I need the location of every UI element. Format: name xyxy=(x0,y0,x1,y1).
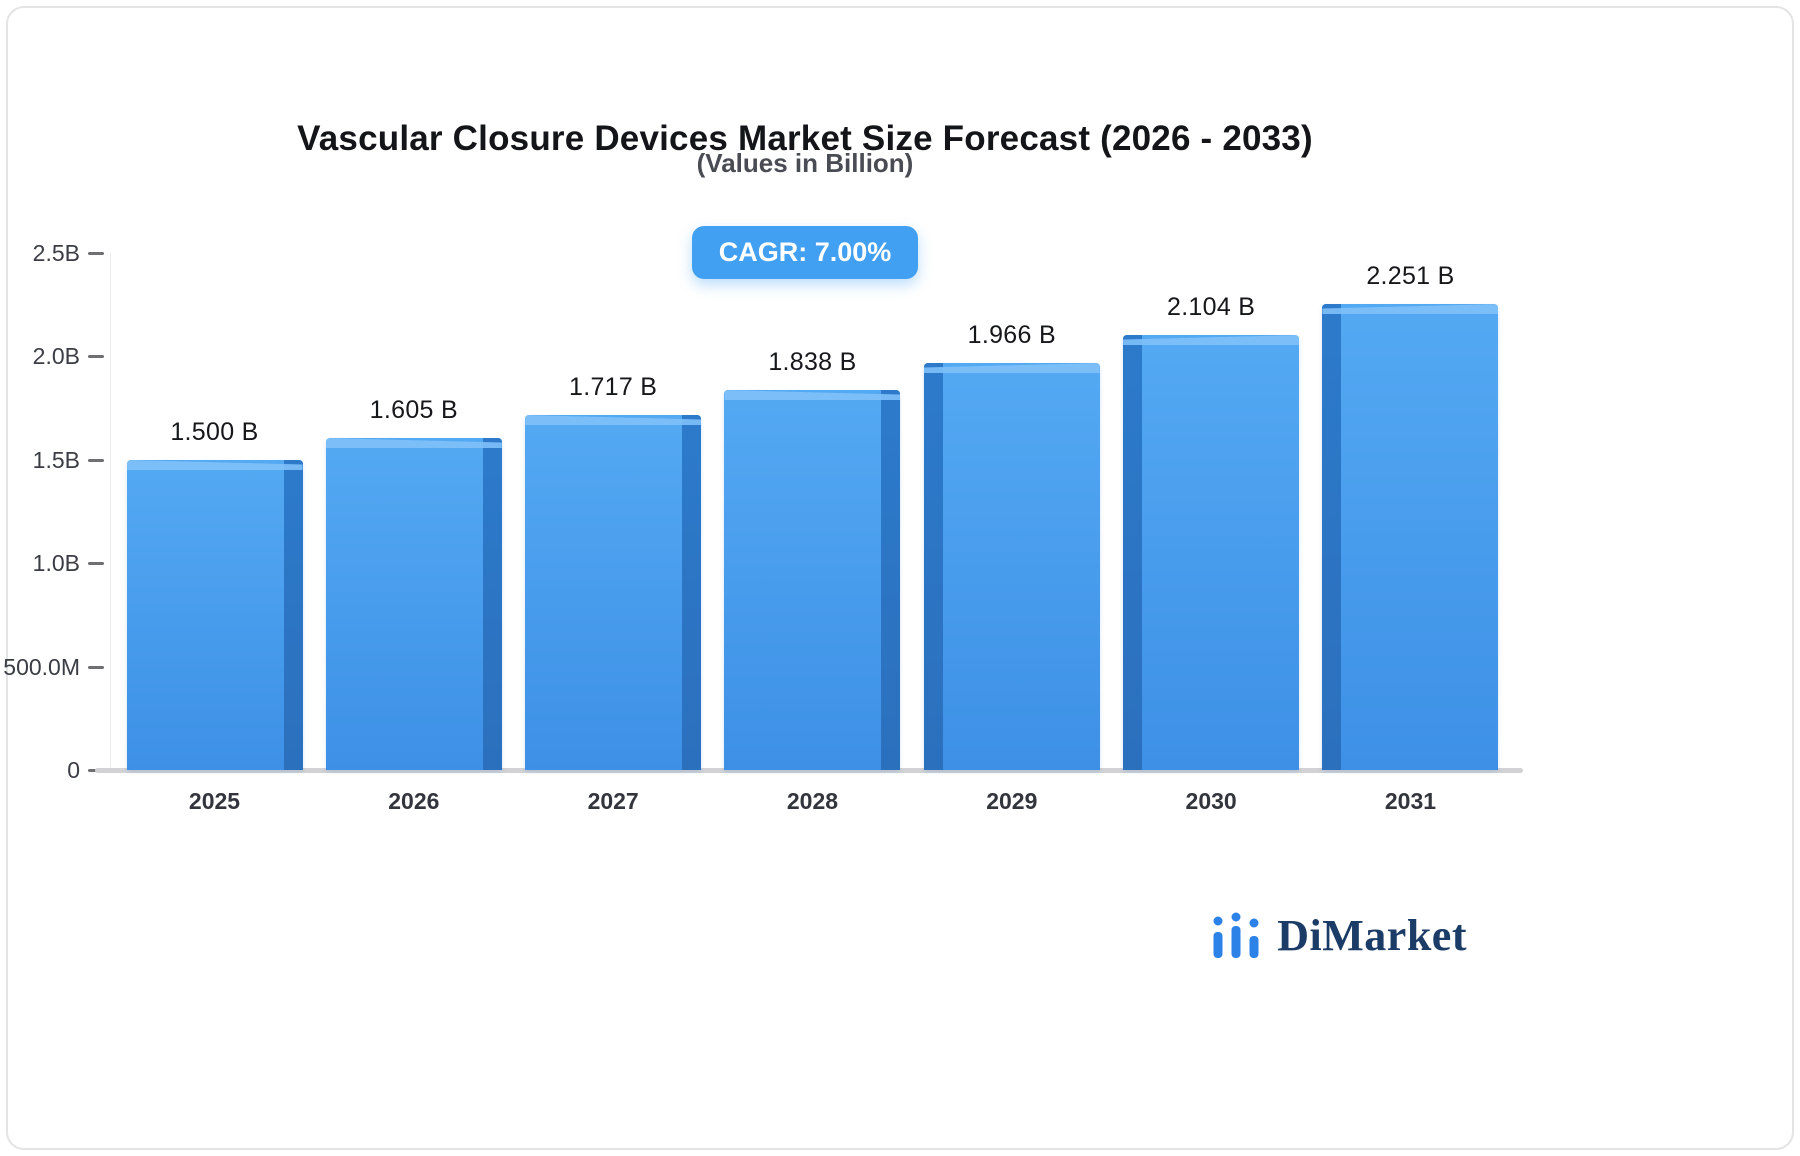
x-axis-label-2027: 2027 xyxy=(587,788,639,814)
bar-side-face xyxy=(283,460,303,770)
bar-value-label: 2.104 B xyxy=(1166,293,1256,321)
bar-2028 xyxy=(724,390,901,770)
x-axis-label-2025: 2025 xyxy=(188,788,241,814)
bar-top-face xyxy=(325,438,502,448)
bar-top-face xyxy=(923,363,1100,373)
bar-2027 xyxy=(525,415,702,770)
bar-side-face xyxy=(1322,304,1342,770)
dimarket-logo-icon xyxy=(1213,912,1259,958)
bar-group-2029: 1.966 B xyxy=(912,321,1111,770)
y-tick-mark xyxy=(88,252,104,255)
bar-side-face xyxy=(1123,335,1143,770)
x-axis-label-2026: 2026 xyxy=(388,788,440,814)
plot-area: 1.500 B 1.605 B 1.717 B 1.838 B 1.966 B 2.104… xyxy=(115,253,1510,770)
bar-group-2027: 1.717 B xyxy=(514,373,713,770)
bar-group-2030: 2.104 B xyxy=(1112,293,1311,770)
y-tick-label: 1.0B xyxy=(32,550,80,577)
bar-2025 xyxy=(126,460,303,770)
x-axis-label-2030: 2030 xyxy=(1185,788,1237,814)
x-axis-label-2029: 2029 xyxy=(986,788,1038,814)
brand-logo: DiMarket xyxy=(1209,910,1467,961)
bar-top-face xyxy=(1322,304,1499,314)
bar-group-2026: 1.605 B xyxy=(314,396,513,770)
bar-side-face xyxy=(923,363,943,770)
bar-side-face xyxy=(682,415,702,770)
y-tick-label: 2.0B xyxy=(32,343,80,370)
bar-top-face xyxy=(126,460,303,470)
x-axis-line xyxy=(95,768,1523,773)
brand-name: DiMarket xyxy=(1277,911,1467,960)
y-tick-label: 0 xyxy=(67,757,80,783)
chart-title: Vascular Closure Devices Market Size For… xyxy=(297,119,1313,159)
bar-2030 xyxy=(1123,335,1300,770)
bar-side-face xyxy=(482,438,502,770)
bar-group-2025: 1.500 B xyxy=(115,418,314,770)
bar-top-face xyxy=(1123,335,1300,345)
y-tick-mark xyxy=(88,665,104,669)
bar-side-face xyxy=(881,390,901,770)
y-axis-line xyxy=(110,253,111,770)
y-tick-label: 2.5B xyxy=(32,240,80,266)
bar-top-face xyxy=(525,415,702,425)
y-tick-label: 1.5B xyxy=(32,446,80,473)
cagr-badge: CAGR: 7.00% xyxy=(691,226,919,279)
x-axis-label-2031: 2031 xyxy=(1384,788,1437,814)
y-tick-mark xyxy=(88,458,104,462)
bar-2026 xyxy=(325,438,502,770)
bar-value-label: 1.717 B xyxy=(569,373,658,401)
bar-2029 xyxy=(923,363,1100,770)
y-axis: 2.5B 2.0B 1.5B 1.0B 500.0M 0 xyxy=(0,240,110,783)
bar-value-label: 1.500 B xyxy=(170,418,259,446)
x-axis-label-2028: 2028 xyxy=(786,788,839,814)
bar-value-label: 1.605 B xyxy=(369,396,458,424)
bar-2031 xyxy=(1322,304,1499,770)
cagr-badge-wrap: CAGR: 7.00% xyxy=(0,226,1610,279)
bar-value-label: 1.966 B xyxy=(967,321,1056,349)
bar-value-label: 1.838 B xyxy=(768,348,857,376)
x-axis-labels: 2025 2026 2027 2028 2029 2030 2031 xyxy=(115,788,1510,815)
bar-top-face xyxy=(724,390,901,400)
chart-subtitle: (Values in Billion) xyxy=(696,148,914,178)
bar-value-label: 2.251 B xyxy=(1366,262,1455,290)
y-tick-label: 500.0M xyxy=(3,653,80,680)
bar-group-2028: 1.838 B xyxy=(713,348,912,770)
bar-group-2031: 2.251 B xyxy=(1311,262,1510,770)
y-tick-mark xyxy=(88,562,104,566)
y-tick-mark xyxy=(88,355,104,359)
